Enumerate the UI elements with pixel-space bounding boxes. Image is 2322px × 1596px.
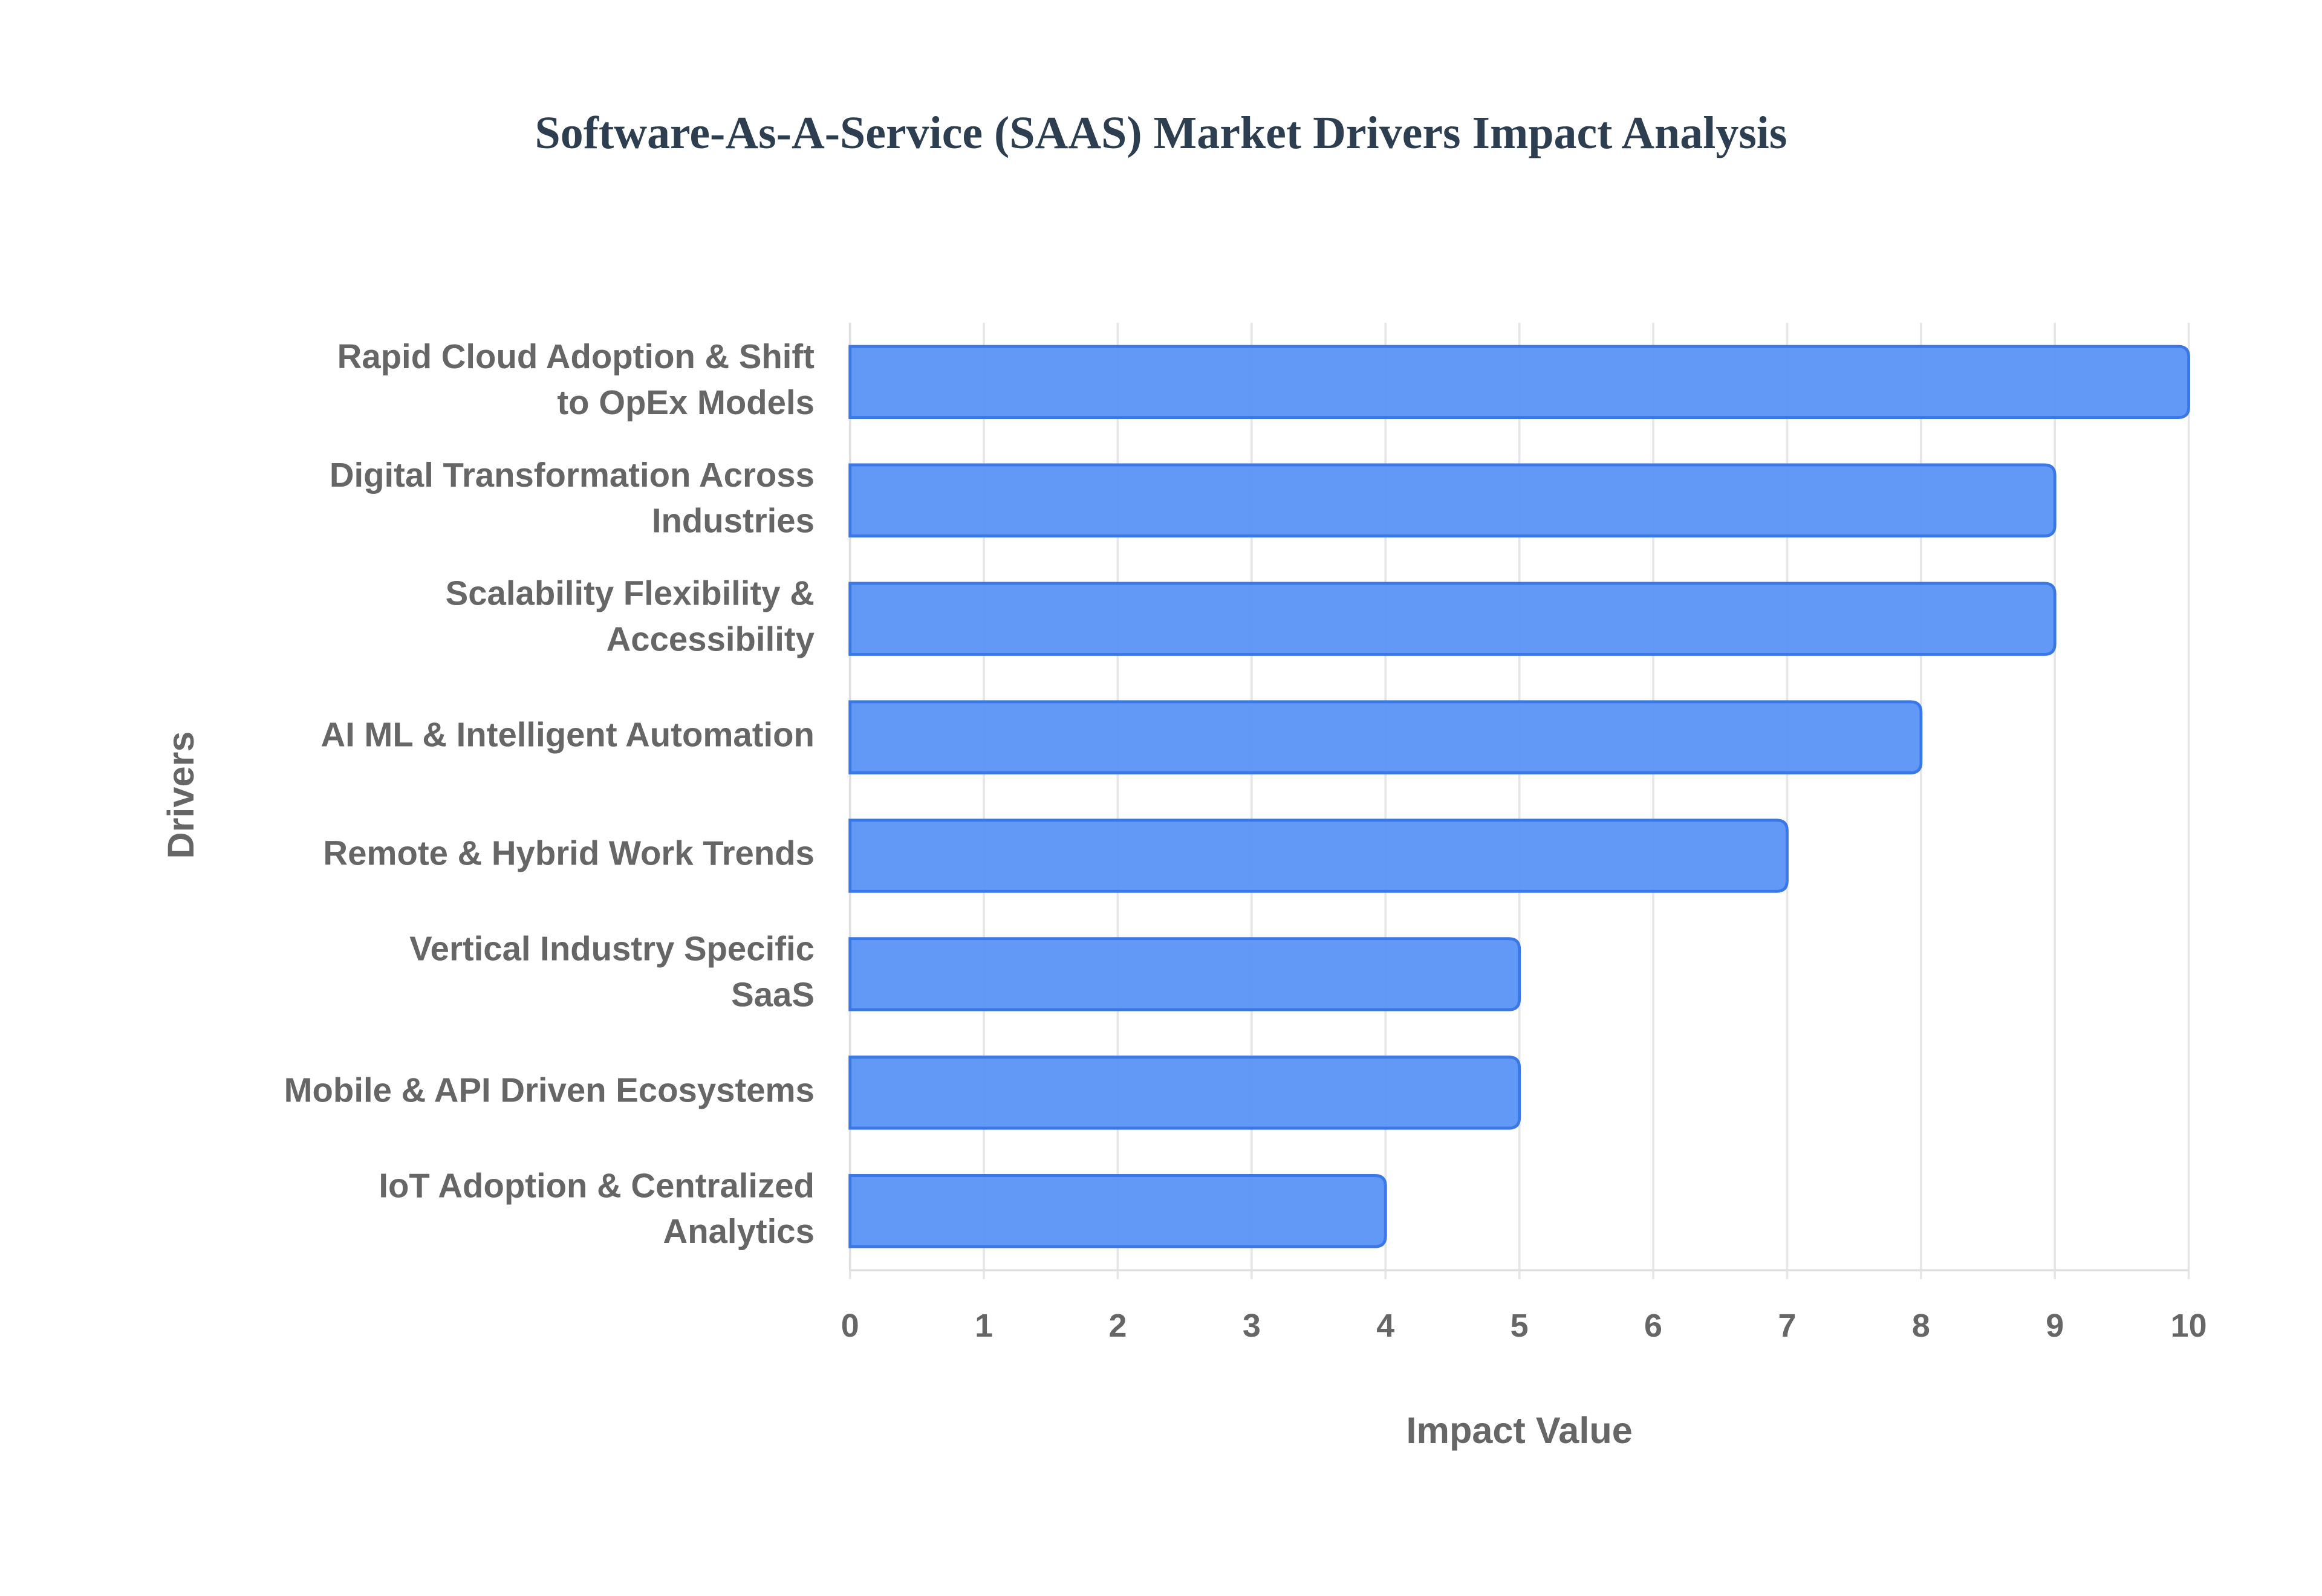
x-tick-label: 6 (1644, 1308, 1662, 1344)
bar (848, 700, 1923, 774)
bar (848, 1174, 1387, 1248)
x-tick-label: 10 (2171, 1308, 2207, 1344)
bar (848, 819, 1789, 893)
x-tick-label: 8 (1912, 1308, 1930, 1344)
y-tick-label: Remote & Hybrid Work Trends (323, 834, 815, 872)
x-axis-title: Impact Value (1407, 1410, 1633, 1451)
y-tick-label: IoT Adoption & Centralized Analytics (379, 1166, 815, 1250)
y-tick-label: Rapid Cloud Adoption & Shift to OpEx Mode… (337, 337, 815, 421)
chart-title: Software-As-A-Service (SAAS) Market Driv… (535, 108, 1787, 158)
y-axis-title: Drivers (160, 731, 201, 859)
y-tick-label: Scalability Flexibility & Accessibility (446, 574, 815, 658)
x-tick-label: 5 (1511, 1308, 1529, 1344)
y-tick-label: Vertical Industry Specific SaaS (409, 929, 815, 1013)
bar (848, 463, 2057, 537)
y-tick-label: Mobile & API Driven Ecosystems (284, 1071, 815, 1109)
y-tick-label: Digital Transformation Across Industries (330, 456, 815, 540)
bar (848, 582, 2057, 656)
x-tick-label: 9 (2046, 1308, 2064, 1344)
x-tick-label: 0 (841, 1308, 859, 1344)
bar (848, 1056, 1521, 1130)
x-tick-label: 7 (1778, 1308, 1796, 1344)
x-tick-label: 4 (1376, 1308, 1394, 1344)
bar (848, 937, 1521, 1011)
x-tick-label: 2 (1109, 1308, 1127, 1344)
x-tick-label: 1 (975, 1308, 993, 1344)
y-tick-label: AI ML & Intelligent Automation (320, 715, 814, 753)
x-tick-label: 3 (1243, 1308, 1261, 1344)
bar (848, 345, 2191, 420)
